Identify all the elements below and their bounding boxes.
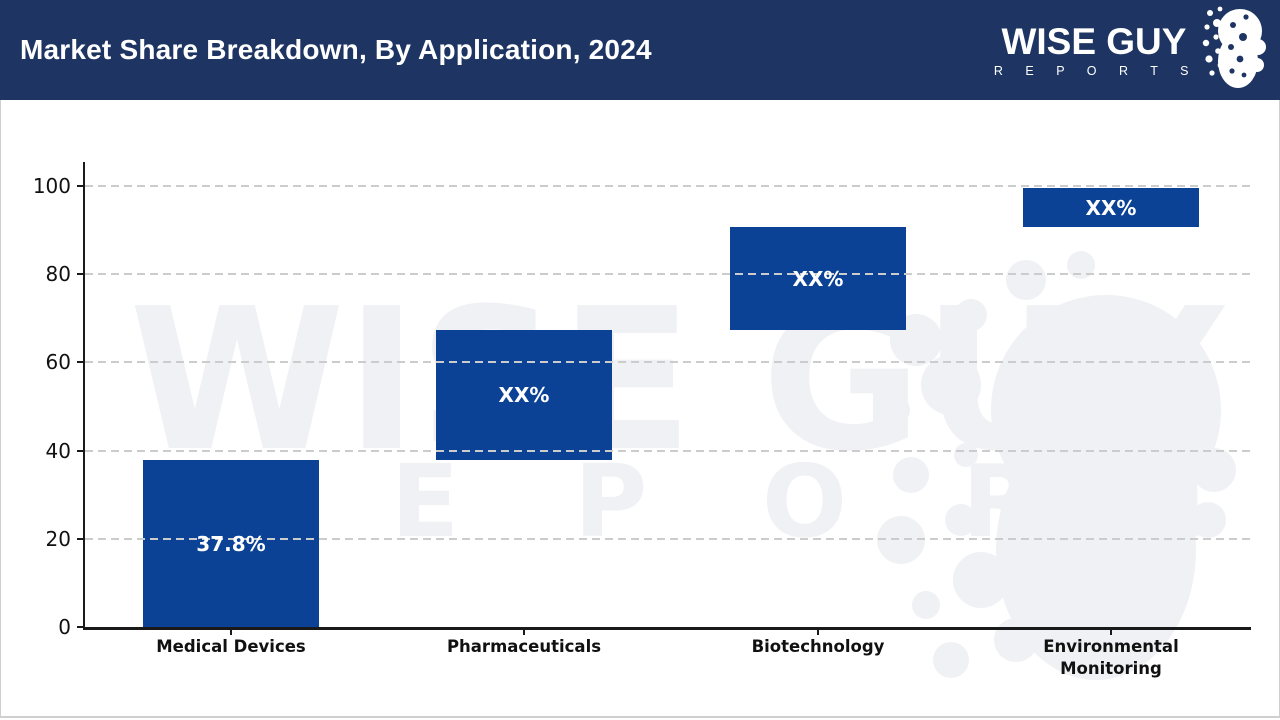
y-tick-label: 60 [45,350,71,375]
gridline-100 [85,185,1251,187]
y-axis-line [83,162,85,629]
y-tick-label: 20 [45,526,71,551]
logo-text: WISE GUY R E P O R T S [990,23,1198,78]
bar-biotechnology [730,227,906,331]
x-axis-label: Environmental Monitoring [1043,637,1179,679]
y-tick-mark [77,626,85,628]
y-tick-label: 40 [45,438,71,463]
wise-guy-logo: WISE GUY R E P O R T S [990,3,1266,97]
chart-card: WISE GUY R E P O R T S [0,100,1280,718]
bar-environmental-monitoring [1023,188,1199,227]
bar-medical-devices [143,460,319,627]
x-axis-line [83,627,1251,630]
y-tick-mark [77,273,85,276]
bar-value-label: XX% [498,383,550,408]
gridline-20 [85,537,1251,540]
logo-wordmark: WISE GUY [1001,20,1187,62]
y-tick-mark [77,449,85,452]
x-axis-label: Biotechnology [751,637,885,656]
y-tick-mark [77,537,85,540]
gridline-40 [85,449,1251,452]
bar-value-label: XX% [1085,195,1137,220]
bar-pharmaceuticals [436,330,612,461]
x-tick-mark [230,627,232,635]
gridline-60 [85,361,1251,364]
x-axis-label: Pharmaceuticals [446,637,602,656]
gridline-80 [85,273,1251,276]
y-tick-label: 100 [32,174,71,198]
logo-subtext: R E P O R T S [993,63,1198,78]
y-tick-mark [77,361,85,364]
x-axis-label: Medical Devices [156,637,306,656]
page-title: Market Share Breakdown, By Application, … [20,34,652,65]
x-tick-mark [523,627,525,635]
watermark-head-icon [856,220,1256,704]
x-tick-mark [817,627,819,635]
y-tick-mark [77,185,85,187]
y-tick-label: 0 [58,615,71,639]
bar-value-label: 37.8% [196,531,266,556]
y-tick-label: 80 [45,262,71,287]
bar-value-label: XX% [792,266,844,291]
header-bar: Market Share Breakdown, By Application, … [0,0,1280,100]
dotted-head-icon [1200,3,1266,97]
